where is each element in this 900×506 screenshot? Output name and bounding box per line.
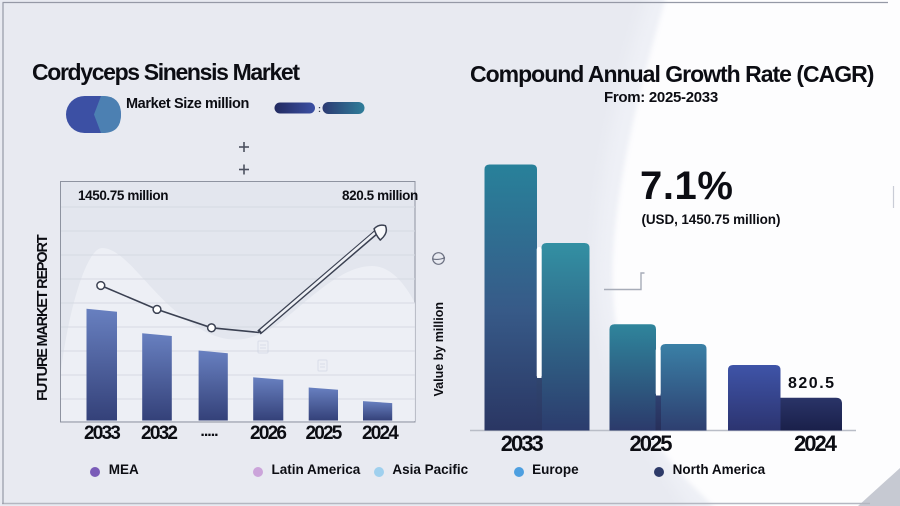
svg-text::: : bbox=[318, 104, 321, 114]
